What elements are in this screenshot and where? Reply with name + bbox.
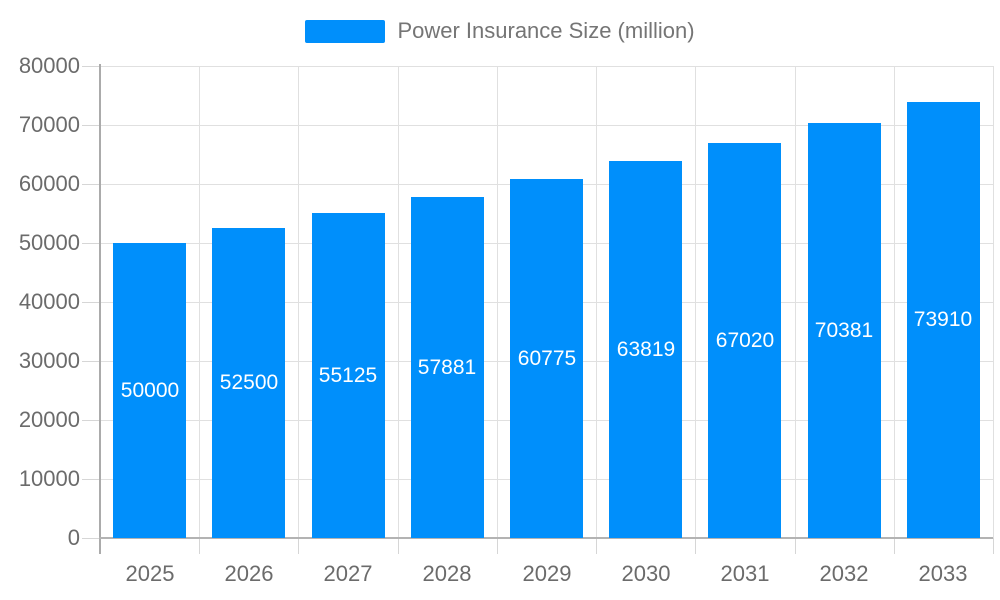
x-axis-line (99, 537, 993, 539)
x-axis-tick (298, 538, 299, 554)
gridline-vertical (398, 66, 399, 538)
y-axis-label: 10000 (18, 466, 80, 491)
x-axis-tick (398, 538, 399, 554)
y-axis-label: 0 (67, 525, 80, 550)
legend-swatch (305, 19, 386, 43)
x-axis-label: 2026 (224, 561, 274, 586)
y-axis-label: 30000 (18, 348, 80, 373)
x-axis-tick (695, 538, 696, 554)
y-axis-tick (82, 66, 100, 67)
y-axis-tick (82, 302, 100, 303)
y-axis-label: 80000 (18, 53, 80, 78)
gridline-vertical (894, 66, 895, 538)
x-axis-label: 2025 (125, 561, 175, 586)
bar-2025[interactable] (113, 243, 186, 538)
x-axis-tick (497, 538, 498, 554)
y-axis-label: 60000 (18, 171, 80, 196)
y-axis-line (99, 64, 101, 554)
y-axis-tick (82, 420, 100, 421)
bar-2027[interactable] (312, 213, 385, 538)
y-axis-label: 70000 (18, 112, 80, 137)
y-axis-label: 40000 (18, 289, 80, 314)
x-axis-label: 2032 (819, 561, 869, 586)
bar-2033[interactable] (907, 102, 980, 538)
gridline-vertical (497, 66, 498, 538)
gridline-horizontal (100, 66, 993, 67)
x-axis-tick (993, 538, 994, 554)
x-axis-label: 2030 (621, 561, 671, 586)
gridline-vertical (695, 66, 696, 538)
y-axis-tick (82, 184, 100, 185)
bar-2028[interactable] (411, 197, 484, 538)
y-axis-tick (82, 361, 100, 362)
bar-2032[interactable] (808, 123, 881, 538)
gridline-vertical (298, 66, 299, 538)
y-axis-tick (82, 479, 100, 480)
bar-2030[interactable] (609, 161, 682, 538)
gridline-horizontal (100, 125, 993, 126)
y-axis-label: 50000 (18, 230, 80, 255)
y-axis-label: 20000 (18, 407, 80, 432)
x-axis-tick (199, 538, 200, 554)
y-axis-tick (82, 125, 100, 126)
bar-2031[interactable] (708, 143, 781, 538)
gridline-vertical (199, 66, 200, 538)
x-axis-label: 2031 (720, 561, 770, 586)
gridline-vertical (993, 66, 994, 538)
bar-2029[interactable] (510, 179, 583, 538)
x-axis-tick (795, 538, 796, 554)
bar-2026[interactable] (212, 228, 285, 538)
legend-label: Power Insurance Size (million) (397, 18, 695, 43)
y-axis-tick (82, 243, 100, 244)
x-axis-label: 2027 (323, 561, 373, 586)
x-axis-tick (894, 538, 895, 554)
x-axis-label: 2028 (422, 561, 472, 586)
legend-item[interactable]: Power Insurance Size (million) (0, 16, 1000, 46)
gridline-vertical (795, 66, 796, 538)
x-axis-tick (596, 538, 597, 554)
x-axis-label: 2029 (522, 561, 572, 586)
gridline-vertical (596, 66, 597, 538)
x-axis-label: 2033 (918, 561, 968, 586)
y-axis-tick (82, 538, 100, 539)
